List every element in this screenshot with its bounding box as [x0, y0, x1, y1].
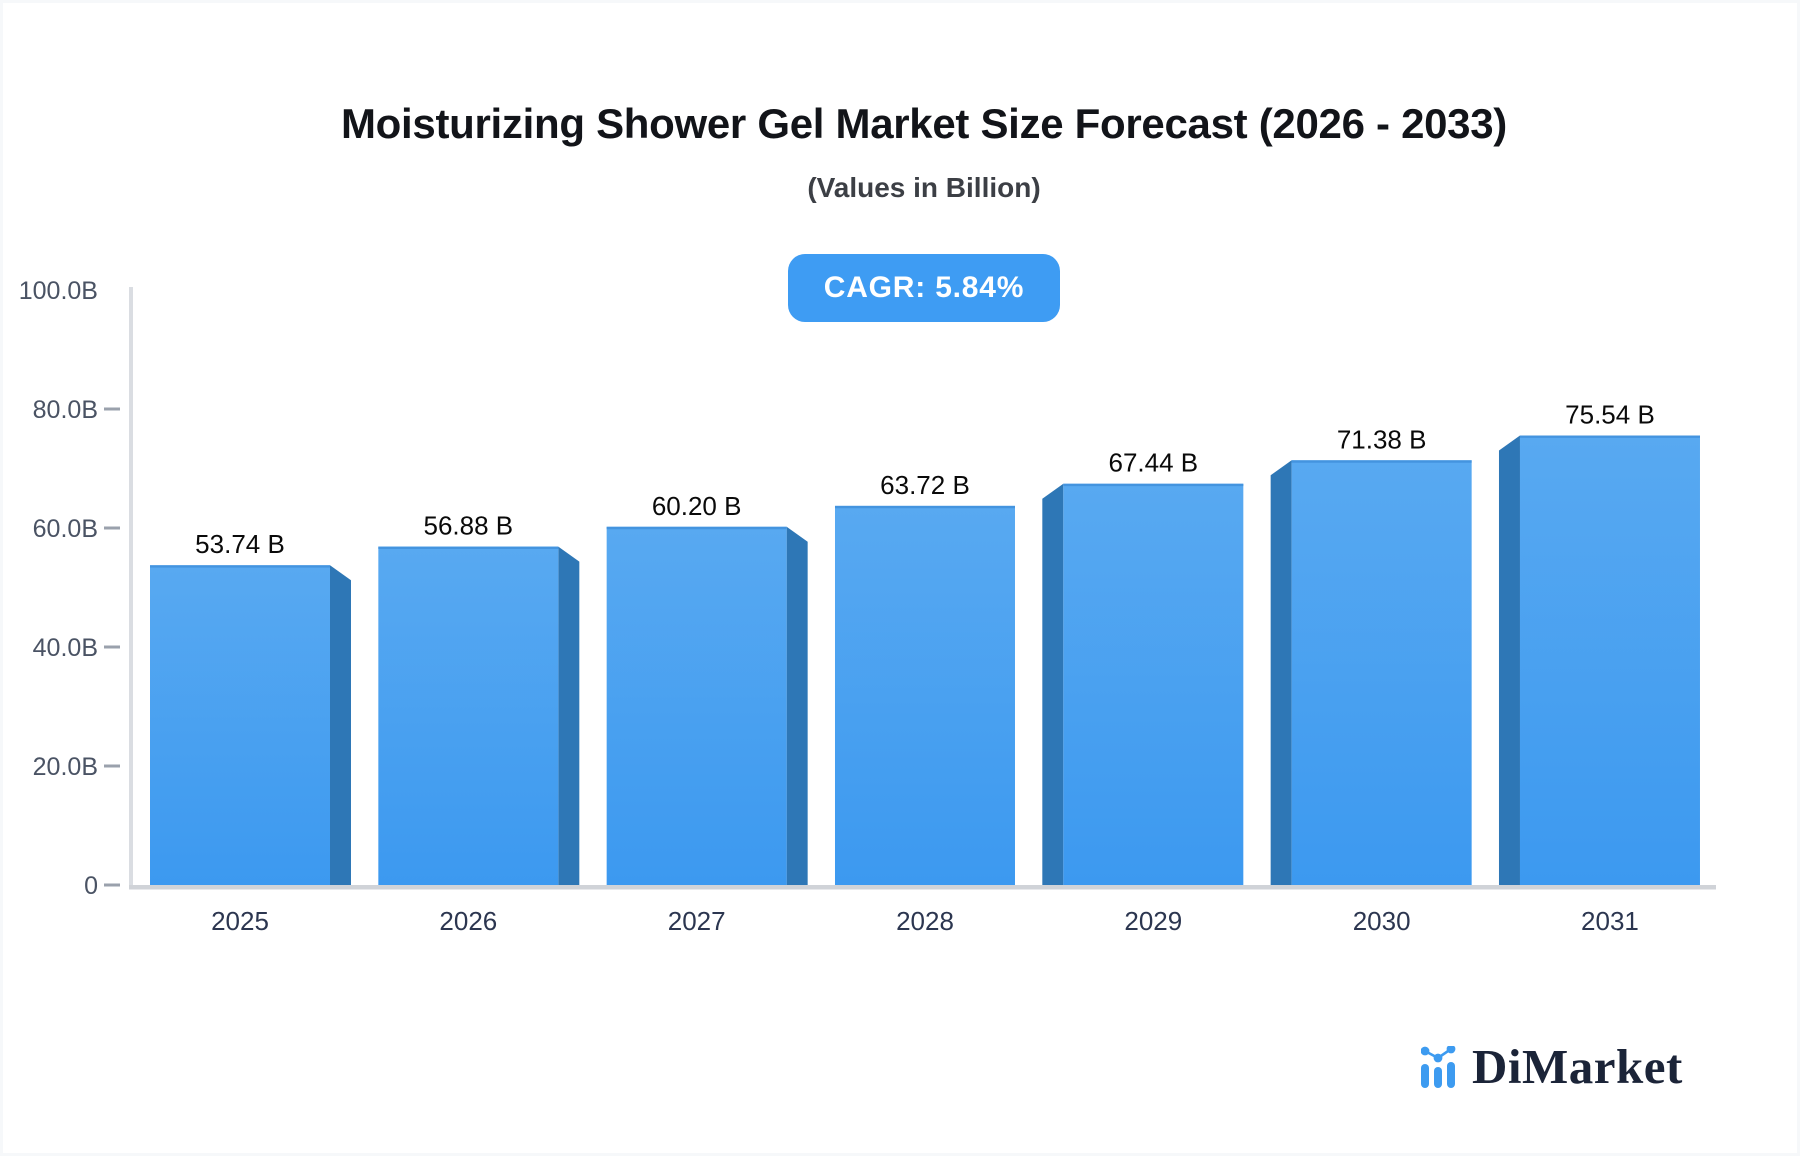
bar-value-label: 71.38 B — [1337, 424, 1427, 454]
dimarket-logo: DiMarket — [1421, 1039, 1683, 1094]
x-tick-label: 2028 — [896, 906, 954, 936]
logo-icon-bars — [1421, 1062, 1455, 1088]
x-tick-label: 2027 — [668, 906, 726, 936]
bar — [378, 546, 559, 885]
x-tick-label: 2030 — [1353, 906, 1411, 936]
bar-value-label: 67.44 B — [1108, 448, 1198, 478]
bar-value-label: 63.72 B — [880, 470, 970, 500]
y-tick-label: 60.0B — [33, 515, 98, 543]
y-tick-label: 80.0B — [33, 396, 98, 424]
bar-chart-trend-icon — [1421, 1046, 1456, 1088]
cagr-badge: CAGR: 5.84% — [787, 254, 1061, 322]
bar-side — [1042, 483, 1064, 885]
chart-subtitle: (Values in Billion) — [807, 172, 1041, 203]
y-tick-label: 100.0B — [19, 277, 98, 305]
y-tick-label: 0 — [84, 872, 98, 900]
bar — [834, 505, 1015, 885]
logo-text: DiMarket — [1472, 1039, 1683, 1094]
bar — [606, 526, 787, 885]
x-tick-label: 2031 — [1581, 906, 1639, 936]
x-axis-line — [129, 885, 1716, 890]
bar-value-label: 75.54 B — [1565, 400, 1655, 430]
bar-value-label: 60.20 B — [652, 491, 742, 521]
bar-side — [558, 546, 580, 885]
bar — [150, 565, 330, 885]
chart-title: Moisturizing Shower Gel Market Size Fore… — [341, 100, 1507, 147]
bar-side — [330, 565, 351, 885]
x-tick-label: 2025 — [211, 906, 269, 936]
bar — [1063, 483, 1244, 885]
logo-icon-dots — [1421, 1046, 1456, 1063]
bar-side — [1270, 460, 1292, 885]
bar-side — [1498, 435, 1520, 885]
bar — [1291, 460, 1472, 885]
bar-side — [786, 526, 808, 885]
x-tick-label: 2029 — [1124, 906, 1182, 936]
cagr-badge-row: CAGR: 5.84% — [46, 254, 1800, 322]
bar-value-label: 53.74 B — [195, 529, 285, 559]
y-tick-label: 40.0B — [33, 634, 98, 662]
y-axis-line — [129, 287, 133, 889]
bar-value-label: 56.88 B — [424, 511, 514, 541]
x-tick-label: 2026 — [439, 906, 497, 936]
bar — [1519, 435, 1700, 885]
y-tick-label: 20.0B — [33, 753, 98, 781]
